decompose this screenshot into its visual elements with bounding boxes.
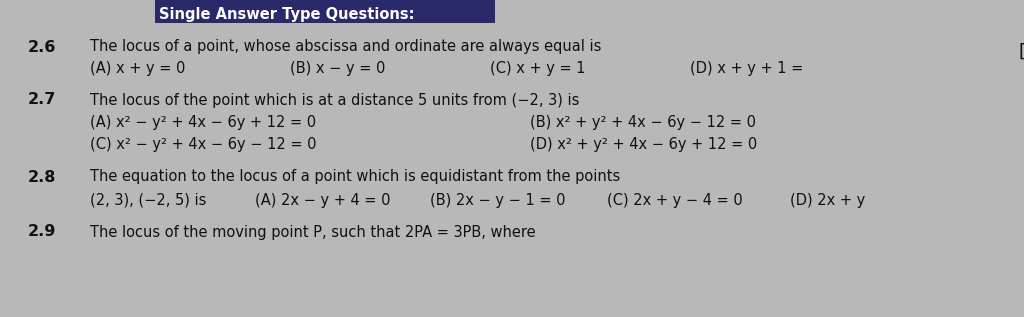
Text: The locus of a point, whose abscissa and ordinate are always equal is: The locus of a point, whose abscissa and… xyxy=(90,40,601,55)
Text: (D) 2x + y: (D) 2x + y xyxy=(790,192,865,208)
Text: 2.8: 2.8 xyxy=(28,170,56,184)
Text: 2.6: 2.6 xyxy=(28,40,56,55)
Text: (C) 2x + y − 4 = 0: (C) 2x + y − 4 = 0 xyxy=(607,192,742,208)
Text: (C) x + y = 1: (C) x + y = 1 xyxy=(490,61,586,75)
Text: (B) x² + y² + 4x − 6y − 12 = 0: (B) x² + y² + 4x − 6y − 12 = 0 xyxy=(530,114,756,130)
Text: (D) x + y + 1 =: (D) x + y + 1 = xyxy=(690,61,803,75)
Text: Single Answer Type Questions:: Single Answer Type Questions: xyxy=(159,7,415,22)
Text: (2, 3), (−2, 5) is: (2, 3), (−2, 5) is xyxy=(90,192,207,208)
Text: (C) x² − y² + 4x − 6y − 12 = 0: (C) x² − y² + 4x − 6y − 12 = 0 xyxy=(90,138,316,152)
Text: [: [ xyxy=(1018,43,1024,61)
Text: The locus of the point which is at a distance 5 units from (−2, 3) is: The locus of the point which is at a dis… xyxy=(90,93,580,107)
Text: 2.9: 2.9 xyxy=(28,224,56,240)
Text: (D) x² + y² + 4x − 6y + 12 = 0: (D) x² + y² + 4x − 6y + 12 = 0 xyxy=(530,138,758,152)
Text: The equation to the locus of a point which is equidistant from the points: The equation to the locus of a point whi… xyxy=(90,170,621,184)
Text: The locus of the moving point P, such that 2PA = 3PB, where: The locus of the moving point P, such th… xyxy=(90,224,536,240)
Text: (B) 2x − y − 1 = 0: (B) 2x − y − 1 = 0 xyxy=(430,192,565,208)
Bar xyxy=(155,0,495,23)
Text: (A) 2x − y + 4 = 0: (A) 2x − y + 4 = 0 xyxy=(255,192,390,208)
Text: (A) x + y = 0: (A) x + y = 0 xyxy=(90,61,185,75)
Text: (A) x² − y² + 4x − 6y + 12 = 0: (A) x² − y² + 4x − 6y + 12 = 0 xyxy=(90,114,316,130)
Text: (B) x − y = 0: (B) x − y = 0 xyxy=(290,61,385,75)
Text: 2.7: 2.7 xyxy=(28,93,56,107)
